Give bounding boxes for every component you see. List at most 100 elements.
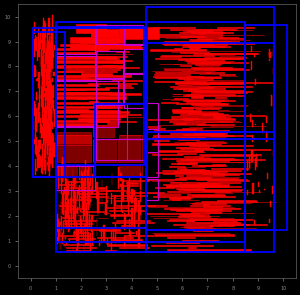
Bar <box>214 149 270 150</box>
Bar <box>82 206 83 209</box>
Bar <box>76 222 77 241</box>
Bar <box>38 72 40 88</box>
Bar <box>46 110 47 134</box>
Bar <box>49 73 50 80</box>
Bar <box>175 175 183 176</box>
Bar <box>124 235 153 236</box>
Bar <box>34 41 35 58</box>
Bar <box>47 36 48 50</box>
Bar <box>172 199 180 200</box>
Bar <box>44 165 45 170</box>
Bar <box>86 205 87 226</box>
Bar <box>87 189 88 199</box>
Bar <box>56 92 125 95</box>
Bar <box>36 97 38 100</box>
Bar <box>42 158 43 172</box>
Bar <box>36 138 37 155</box>
Bar <box>184 142 226 143</box>
Bar <box>146 213 199 214</box>
Bar <box>61 178 62 193</box>
Bar <box>252 135 253 142</box>
Bar <box>194 152 206 153</box>
Bar <box>85 198 86 202</box>
Bar <box>121 184 122 187</box>
Bar <box>56 22 245 242</box>
Bar <box>269 49 270 55</box>
Bar <box>192 203 226 204</box>
Bar <box>50 130 51 147</box>
Bar <box>59 235 90 236</box>
Bar <box>47 127 48 155</box>
Bar <box>39 85 40 99</box>
Bar <box>43 129 44 145</box>
Bar <box>130 196 131 201</box>
Bar <box>136 198 137 210</box>
Bar <box>146 7 274 230</box>
Bar <box>174 171 227 172</box>
Bar <box>127 139 146 160</box>
Bar <box>85 160 86 185</box>
Bar <box>40 40 42 43</box>
Bar <box>153 196 188 197</box>
Bar <box>52 157 53 167</box>
Bar <box>154 130 229 131</box>
Bar <box>174 48 182 49</box>
Bar <box>50 136 52 141</box>
Bar <box>194 229 213 231</box>
Bar <box>36 137 37 139</box>
Bar <box>45 54 46 61</box>
Bar <box>46 69 47 86</box>
Bar <box>175 82 244 84</box>
Bar <box>45 137 46 145</box>
Bar <box>92 241 93 244</box>
Bar <box>272 186 273 194</box>
Bar <box>66 250 90 251</box>
Bar <box>50 143 51 156</box>
Bar <box>47 50 48 53</box>
Bar <box>51 147 52 150</box>
Bar <box>116 220 150 221</box>
Bar <box>178 189 242 190</box>
Bar <box>48 66 49 70</box>
Bar <box>49 65 50 75</box>
Bar <box>37 156 39 168</box>
Bar <box>50 147 51 156</box>
Bar <box>148 205 167 206</box>
Bar <box>179 184 229 185</box>
Bar <box>57 165 79 177</box>
Bar <box>119 135 142 162</box>
Bar <box>183 44 226 45</box>
Bar <box>44 123 45 126</box>
Bar <box>80 216 81 234</box>
Bar <box>153 135 233 136</box>
Bar <box>61 172 62 192</box>
Bar <box>124 27 146 45</box>
Bar <box>53 143 55 157</box>
Bar <box>48 41 49 47</box>
Bar <box>40 33 41 49</box>
Bar <box>54 149 55 157</box>
Bar <box>50 132 51 148</box>
Bar <box>52 14 53 44</box>
Bar <box>177 168 186 169</box>
Bar <box>98 192 99 210</box>
Bar <box>87 221 88 244</box>
Bar <box>74 203 75 224</box>
Bar <box>146 27 160 39</box>
Bar <box>74 231 75 235</box>
Bar <box>148 119 235 120</box>
Bar <box>125 215 126 225</box>
Bar <box>102 65 116 66</box>
Bar <box>153 217 216 218</box>
Bar <box>84 187 85 207</box>
Bar <box>146 179 186 180</box>
Bar <box>128 193 130 199</box>
Bar <box>92 245 93 246</box>
Bar <box>67 186 68 209</box>
Bar <box>189 39 212 40</box>
Bar <box>73 248 74 252</box>
Bar <box>199 158 210 159</box>
Bar <box>134 198 135 209</box>
Bar <box>61 166 62 180</box>
Bar <box>197 124 234 125</box>
